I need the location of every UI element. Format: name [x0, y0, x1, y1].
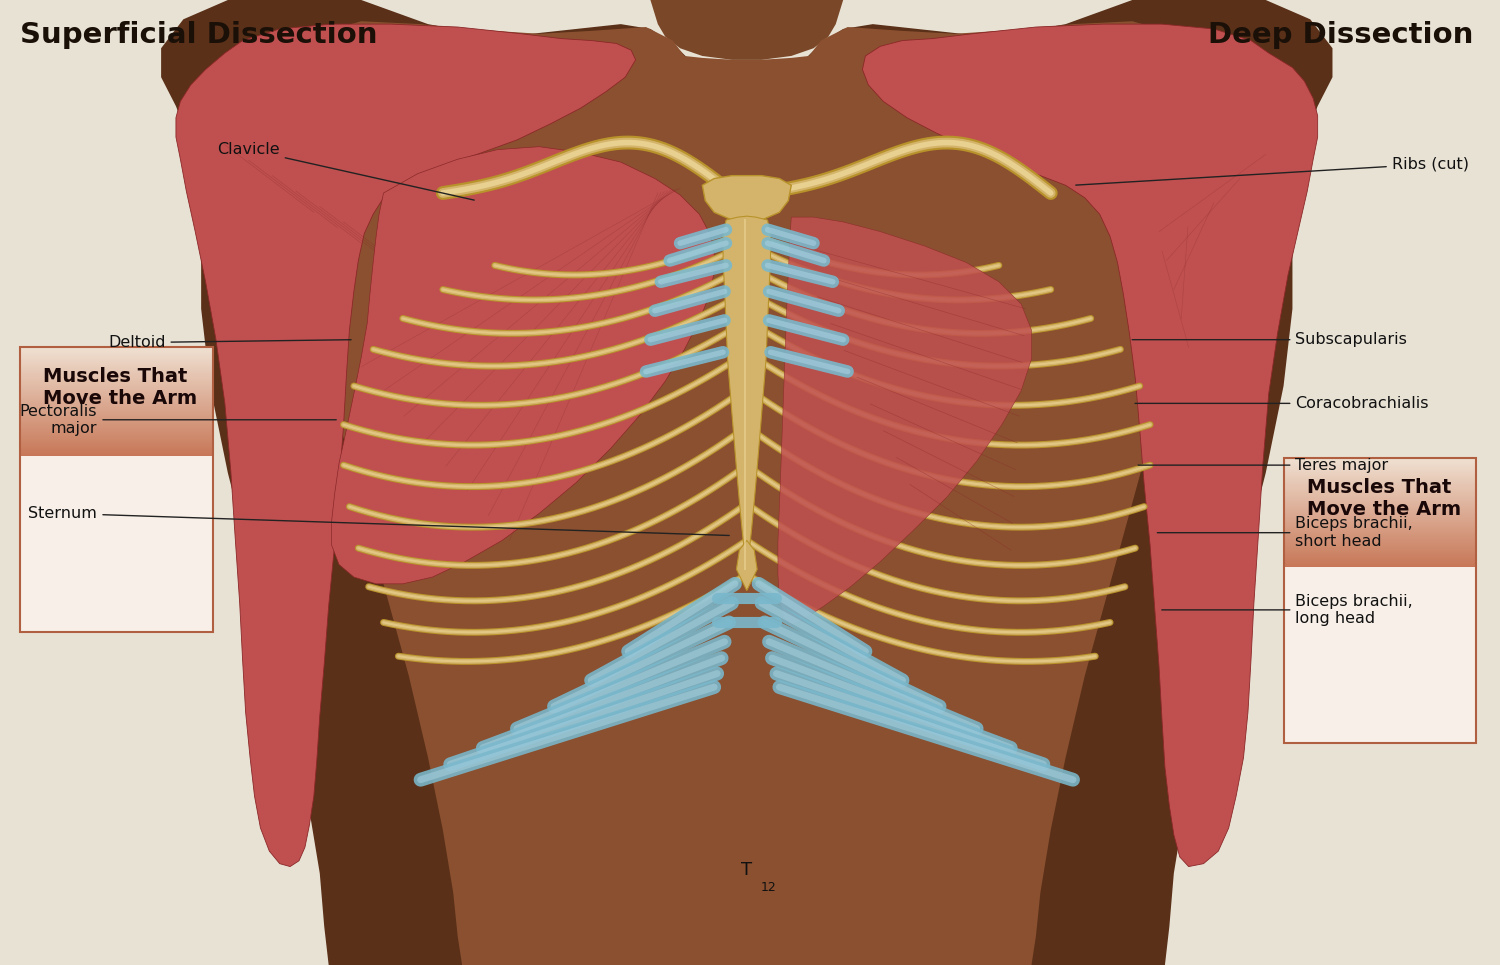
Text: Deep Dissection: Deep Dissection	[1208, 21, 1473, 49]
Text: Teres major: Teres major	[1138, 457, 1389, 473]
Text: Deltoid: Deltoid	[108, 335, 351, 350]
Text: Biceps brachii,
short head: Biceps brachii, short head	[1158, 516, 1413, 549]
Polygon shape	[276, 21, 1218, 965]
Polygon shape	[160, 0, 1332, 965]
FancyBboxPatch shape	[1284, 566, 1476, 743]
Polygon shape	[176, 24, 636, 867]
Text: Pectoralis
major: Pectoralis major	[20, 403, 336, 436]
Polygon shape	[6, 0, 1488, 965]
FancyBboxPatch shape	[21, 455, 213, 632]
Polygon shape	[651, 0, 843, 60]
Text: Clavicle: Clavicle	[217, 142, 474, 200]
Polygon shape	[862, 24, 1317, 867]
Polygon shape	[736, 540, 758, 591]
Text: Coracobrachialis: Coracobrachialis	[1136, 396, 1430, 411]
Polygon shape	[723, 216, 771, 579]
Text: Biceps brachii,
long head: Biceps brachii, long head	[1162, 593, 1413, 626]
Text: Muscles That
Move the Arm: Muscles That Move the Arm	[1306, 478, 1461, 519]
Polygon shape	[778, 217, 1032, 625]
Text: Subscapularis: Subscapularis	[1132, 332, 1407, 347]
Polygon shape	[702, 176, 792, 222]
Text: Superficial Dissection: Superficial Dissection	[21, 21, 378, 49]
Polygon shape	[332, 147, 714, 584]
Text: T: T	[741, 862, 753, 879]
Text: Ribs (cut): Ribs (cut)	[1076, 156, 1468, 185]
Text: Sternum: Sternum	[28, 506, 729, 536]
Text: Muscles That
Move the Arm: Muscles That Move the Arm	[44, 367, 198, 408]
Text: 12: 12	[760, 881, 777, 895]
